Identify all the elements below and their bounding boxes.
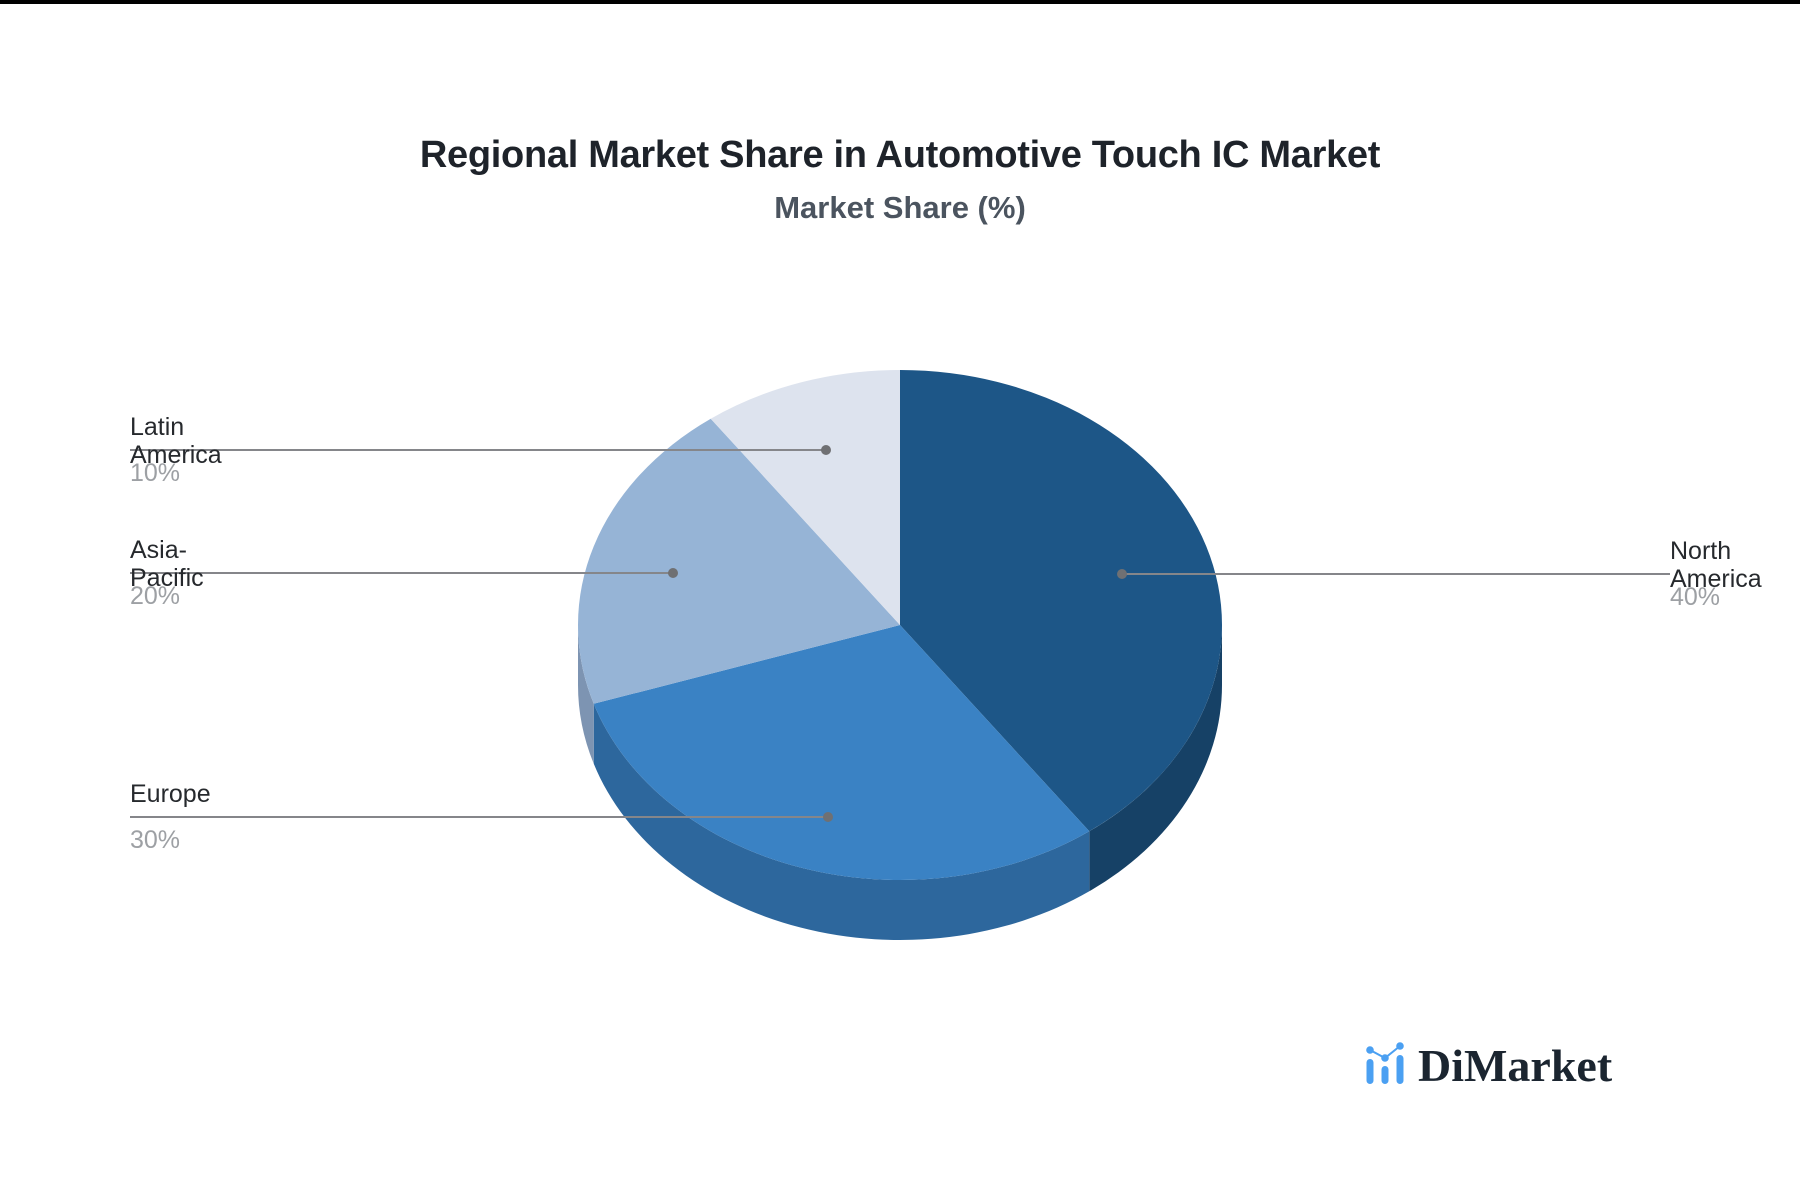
leader-dot xyxy=(821,445,831,455)
chart-title: Regional Market Share in Automotive Touc… xyxy=(419,134,1381,176)
leader-dot xyxy=(1117,569,1127,579)
chart-subtitle: Market Share (%) xyxy=(774,190,1026,225)
leader-dot xyxy=(668,568,678,578)
logo-dot xyxy=(1366,1046,1374,1054)
pie-slice-side-europe xyxy=(593,703,1090,940)
leader-dot xyxy=(823,812,833,822)
pie-slice-north-america xyxy=(900,370,1223,832)
top-border xyxy=(0,0,1800,4)
logo-dot xyxy=(1381,1054,1389,1062)
logo-bar xyxy=(1366,1059,1374,1084)
logo-text: DiMarket xyxy=(1418,1040,1613,1091)
logo-bar xyxy=(1381,1066,1389,1084)
pie-slice-side-north-america xyxy=(1089,625,1222,892)
logo-dot xyxy=(1396,1042,1404,1050)
pie-slice-asia-pacific xyxy=(578,418,900,704)
logo-bar xyxy=(1396,1055,1404,1084)
pie-slice-side-asia-pacific xyxy=(578,625,594,764)
pie-slice-latin-america xyxy=(710,370,900,625)
logo-bars-icon xyxy=(1366,1042,1404,1084)
logo: DiMarket xyxy=(1364,1042,1612,1092)
